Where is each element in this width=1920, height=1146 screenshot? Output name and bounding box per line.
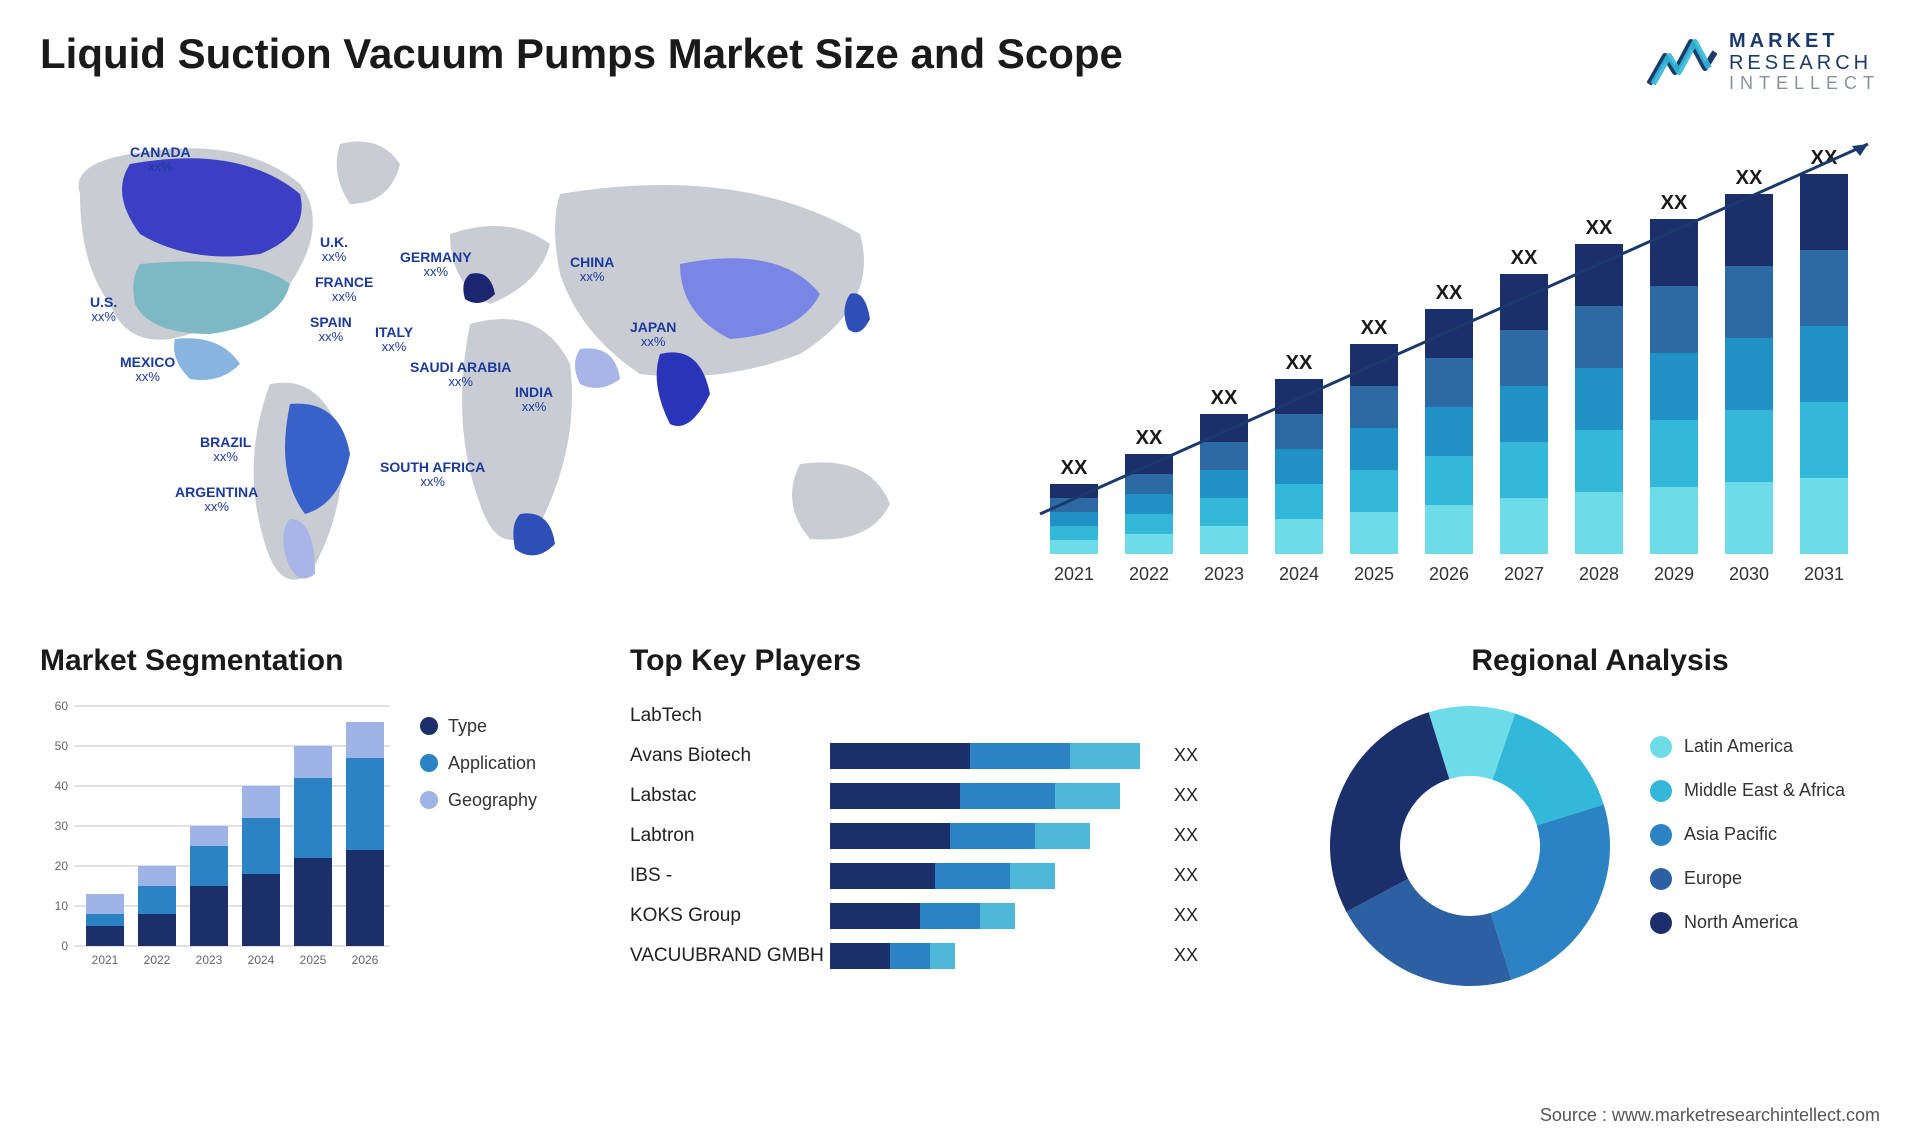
regional-title: Regional Analysis bbox=[1320, 644, 1880, 678]
player-row: VACUUBRAND GMBH XX bbox=[630, 936, 1290, 976]
map-label: SAUDI ARABIAxx% bbox=[410, 359, 511, 390]
players-panel: Top Key Players LabTech Avans Biotech XX… bbox=[630, 644, 1290, 996]
source-prefix: Source : bbox=[1540, 1105, 1612, 1125]
logo-line3: INTELLECT bbox=[1729, 74, 1880, 94]
svg-text:10: 10 bbox=[55, 899, 69, 913]
segmentation-chart: 0 10 20 30 40 50 60 2021 2022 2023 2024 2025 2026 bbox=[40, 696, 400, 976]
svg-text:2022: 2022 bbox=[144, 953, 171, 967]
legend-item: Application bbox=[420, 753, 600, 774]
logo-icon bbox=[1647, 34, 1717, 90]
legend-item: North America bbox=[1650, 912, 1880, 934]
logo-line1: MARKET bbox=[1729, 30, 1880, 52]
svg-text:2021: 2021 bbox=[1054, 564, 1094, 584]
svg-text:2026: 2026 bbox=[1429, 564, 1469, 584]
map-label: CANADAxx% bbox=[130, 144, 191, 175]
map-label: ITALYxx% bbox=[375, 324, 413, 355]
legend-item: Latin America bbox=[1650, 736, 1880, 758]
player-row: KOKS Group XX bbox=[630, 896, 1290, 936]
svg-text:2022: 2022 bbox=[1129, 564, 1169, 584]
svg-text:2027: 2027 bbox=[1504, 564, 1544, 584]
regional-panel: Regional Analysis Latin America Middle Ea… bbox=[1320, 644, 1880, 996]
segmentation-legend: Type Application Geography bbox=[420, 696, 600, 976]
svg-text:2023: 2023 bbox=[1204, 564, 1244, 584]
svg-text:20: 20 bbox=[55, 859, 69, 873]
svg-text:XX: XX bbox=[1586, 217, 1613, 239]
map-label: MEXICOxx% bbox=[120, 354, 175, 385]
map-label: GERMANYxx% bbox=[400, 249, 472, 280]
growth-chart-panel: XX 2021 XX 2022 XX 2023 XX 2024 XX 2025 XX 2026 XX 20… bbox=[980, 124, 1880, 604]
map-label: SPAINxx% bbox=[310, 314, 352, 345]
legend-item: Asia Pacific bbox=[1650, 824, 1880, 846]
svg-text:XX: XX bbox=[1211, 387, 1238, 409]
svg-text:2024: 2024 bbox=[1279, 564, 1319, 584]
svg-text:2030: 2030 bbox=[1729, 564, 1769, 584]
map-label: INDIAxx% bbox=[515, 384, 553, 415]
map-label: JAPANxx% bbox=[630, 319, 676, 350]
players-title: Top Key Players bbox=[630, 644, 1290, 678]
brand-logo: MARKET RESEARCH INTELLECT bbox=[1647, 30, 1880, 94]
source-url: www.marketresearchintellect.com bbox=[1612, 1105, 1880, 1125]
svg-text:XX: XX bbox=[1436, 282, 1463, 304]
svg-text:2025: 2025 bbox=[1354, 564, 1394, 584]
svg-text:2029: 2029 bbox=[1654, 564, 1694, 584]
svg-text:0: 0 bbox=[61, 939, 68, 953]
legend-item: Geography bbox=[420, 790, 600, 811]
svg-text:50: 50 bbox=[55, 739, 69, 753]
svg-text:XX: XX bbox=[1136, 427, 1163, 449]
svg-text:30: 30 bbox=[55, 819, 69, 833]
legend-item: Middle East & Africa bbox=[1650, 780, 1880, 802]
map-label: BRAZILxx% bbox=[200, 434, 251, 465]
player-row: Labtron XX bbox=[630, 816, 1290, 856]
svg-text:XX: XX bbox=[1361, 317, 1388, 339]
svg-text:2031: 2031 bbox=[1804, 564, 1844, 584]
svg-text:XX: XX bbox=[1736, 167, 1763, 189]
segmentation-panel: Market Segmentation 0 10 20 30 40 50 60 2021 202… bbox=[40, 644, 600, 996]
svg-text:40: 40 bbox=[55, 779, 69, 793]
svg-text:XX: XX bbox=[1511, 247, 1538, 269]
map-label: SOUTH AFRICAxx% bbox=[380, 459, 485, 490]
svg-text:2026: 2026 bbox=[352, 953, 379, 967]
logo-line2: RESEARCH bbox=[1729, 52, 1880, 74]
source-footer: Source : www.marketresearchintellect.com bbox=[1540, 1105, 1880, 1126]
svg-text:XX: XX bbox=[1661, 192, 1688, 214]
svg-text:2023: 2023 bbox=[196, 953, 223, 967]
map-label: FRANCExx% bbox=[315, 274, 373, 305]
player-row: IBS - XX bbox=[630, 856, 1290, 896]
regional-donut bbox=[1320, 696, 1620, 996]
svg-text:2024: 2024 bbox=[248, 953, 275, 967]
map-label: CHINAxx% bbox=[570, 254, 614, 285]
svg-text:XX: XX bbox=[1286, 352, 1313, 374]
legend-item: Europe bbox=[1650, 868, 1880, 890]
growth-chart: XX 2021 XX 2022 XX 2023 XX 2024 XX 2025 XX 2026 XX 20… bbox=[980, 124, 1880, 604]
world-map-panel: CANADAxx% U.S.xx% MEXICOxx% BRAZILxx% ARGENT… bbox=[40, 124, 940, 604]
players-list: LabTech Avans Biotech XXLabstac XXLabtro… bbox=[630, 696, 1290, 976]
svg-text:2025: 2025 bbox=[300, 953, 327, 967]
regional-legend: Latin America Middle East & Africa Asia Pa… bbox=[1650, 736, 1880, 956]
player-row: Labstac XX bbox=[630, 776, 1290, 816]
player-row: LabTech bbox=[630, 696, 1290, 736]
svg-text:60: 60 bbox=[55, 699, 69, 713]
map-label: U.K.xx% bbox=[320, 234, 348, 265]
legend-item: Type bbox=[420, 716, 600, 737]
svg-text:2021: 2021 bbox=[92, 953, 119, 967]
player-row: Avans Biotech XX bbox=[630, 736, 1290, 776]
segmentation-title: Market Segmentation bbox=[40, 644, 600, 678]
map-label: U.S.xx% bbox=[90, 294, 117, 325]
page-title: Liquid Suction Vacuum Pumps Market Size … bbox=[40, 30, 1123, 78]
svg-text:2028: 2028 bbox=[1579, 564, 1619, 584]
svg-text:XX: XX bbox=[1061, 457, 1088, 479]
map-label: ARGENTINAxx% bbox=[175, 484, 258, 515]
